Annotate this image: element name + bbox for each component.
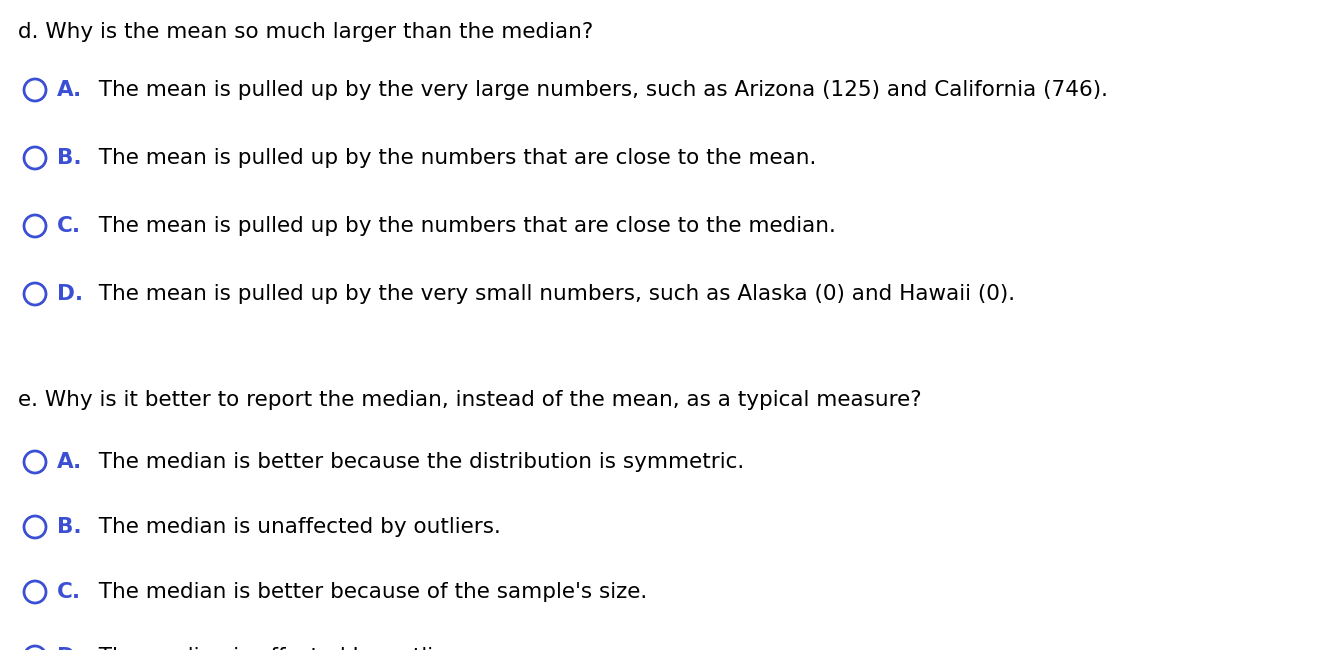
Text: The mean is pulled up by the numbers that are close to the mean.: The mean is pulled up by the numbers tha… bbox=[85, 148, 816, 168]
Text: The median is better because of the sample's size.: The median is better because of the samp… bbox=[85, 582, 648, 602]
Text: A.: A. bbox=[56, 80, 82, 100]
Text: C.: C. bbox=[56, 216, 81, 236]
Text: The mean is pulled up by the very large numbers, such as Arizona (125) and Calif: The mean is pulled up by the very large … bbox=[85, 80, 1107, 100]
Text: The median is unaffected by outliers.: The median is unaffected by outliers. bbox=[85, 517, 501, 537]
Text: d. Why is the mean so much larger than the median?: d. Why is the mean so much larger than t… bbox=[17, 22, 593, 42]
Text: The median is affected by outliers.: The median is affected by outliers. bbox=[85, 647, 473, 650]
Text: B.: B. bbox=[56, 148, 82, 168]
Text: B.: B. bbox=[56, 517, 82, 537]
Text: The median is better because the distribution is symmetric.: The median is better because the distrib… bbox=[85, 452, 745, 472]
Text: The mean is pulled up by the very small numbers, such as Alaska (0) and Hawaii (: The mean is pulled up by the very small … bbox=[85, 284, 1015, 304]
Text: C.: C. bbox=[56, 582, 81, 602]
Text: D.: D. bbox=[56, 284, 83, 304]
Text: The mean is pulled up by the numbers that are close to the median.: The mean is pulled up by the numbers tha… bbox=[85, 216, 836, 236]
Text: D.: D. bbox=[56, 647, 83, 650]
Text: e. Why is it better to report the median, instead of the mean, as a typical meas: e. Why is it better to report the median… bbox=[17, 390, 922, 410]
Text: A.: A. bbox=[56, 452, 82, 472]
